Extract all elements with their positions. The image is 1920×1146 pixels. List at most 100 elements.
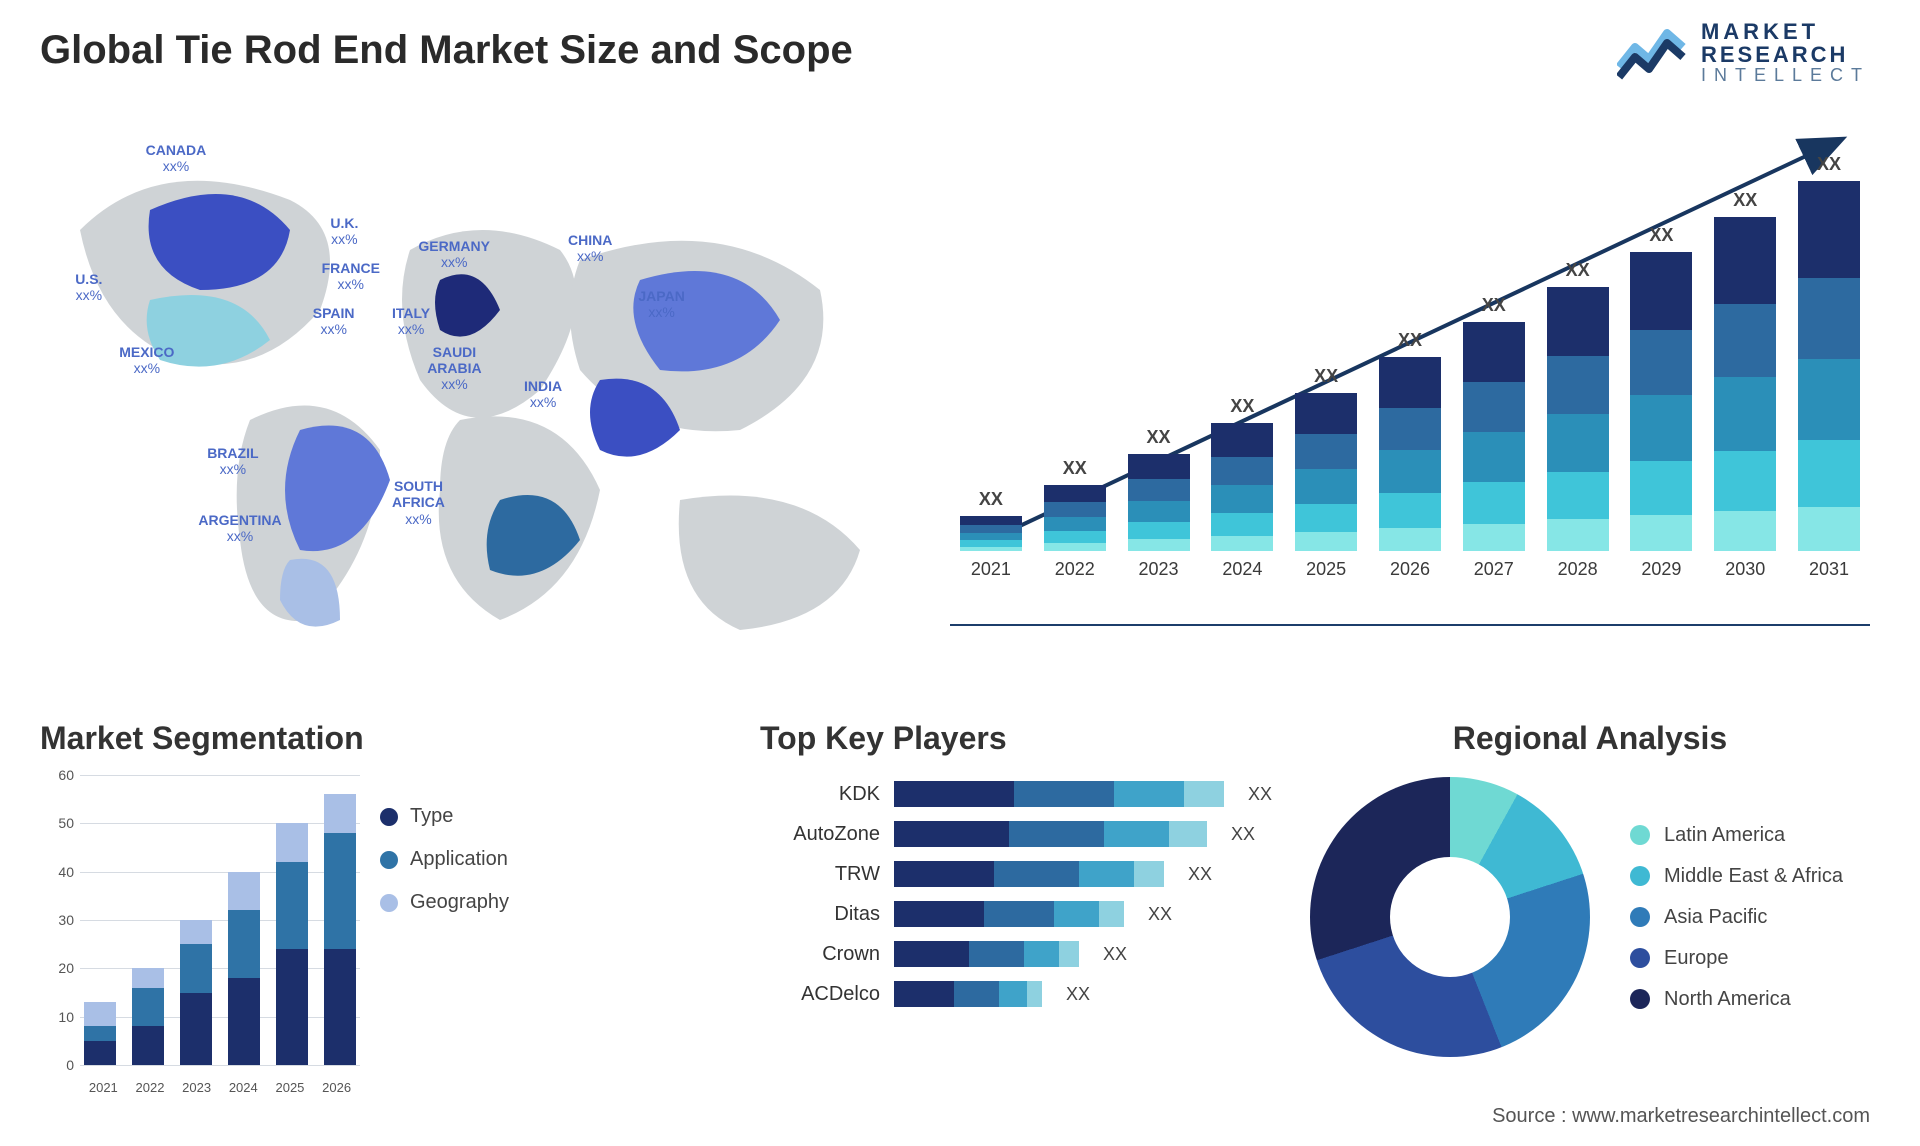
- forecast-bar-segment: [1630, 330, 1692, 396]
- forecast-bar-segment: [1044, 517, 1106, 532]
- legend-label: Application: [410, 848, 508, 871]
- map-label-germany: GERMANYxx%: [418, 238, 490, 270]
- player-bar: [894, 941, 1079, 967]
- player-bar-segment: [984, 901, 1054, 927]
- segmentation-section: Market Segmentation 20212022202320242025…: [40, 720, 560, 1095]
- seg-bar-segment: [132, 988, 164, 1027]
- forecast-value-label: XX: [979, 489, 1003, 510]
- seg-bar-segment: [180, 993, 212, 1066]
- player-bar-segment: [1059, 941, 1079, 967]
- forecast-year-label: 2023: [1139, 559, 1179, 580]
- seg-bar-segment: [180, 920, 212, 944]
- map-label-u-s-: U.S.xx%: [75, 271, 102, 303]
- forecast-bar-segment: [960, 516, 1022, 525]
- player-value: XX: [1148, 904, 1172, 925]
- player-row: Crown XX: [760, 941, 1280, 967]
- forecast-year-label: 2031: [1809, 559, 1849, 580]
- forecast-bar-segment: [1714, 511, 1776, 551]
- seg-bar-2023: [180, 920, 212, 1065]
- forecast-bar-segment: [1211, 536, 1273, 551]
- forecast-bar-segment: [1630, 515, 1692, 551]
- forecast-year-label: 2025: [1306, 559, 1346, 580]
- forecast-bar-segment: [1295, 532, 1357, 551]
- player-value: XX: [1103, 944, 1127, 965]
- player-bar: [894, 981, 1042, 1007]
- player-bar-segment: [999, 981, 1027, 1007]
- player-bar: [894, 861, 1164, 887]
- map-svg: [40, 120, 920, 680]
- forecast-bar-chart: XX2021XX2022XX2023XX2024XX2025XX2026XX20…: [950, 140, 1870, 660]
- player-bar-segment: [1169, 821, 1207, 847]
- player-bar-segment: [1024, 941, 1059, 967]
- player-bar-segment: [894, 901, 984, 927]
- seg-ytick-label: 50: [40, 815, 74, 831]
- legend-label: Type: [410, 805, 453, 828]
- seg-xtick-label: 2025: [275, 1080, 304, 1095]
- legend-label: North America: [1664, 988, 1791, 1011]
- seg-legend-item: Type: [380, 805, 560, 828]
- seg-ytick-label: 0: [40, 1057, 74, 1073]
- region-legend-item: North America: [1630, 988, 1843, 1011]
- forecast-value-label: XX: [1817, 154, 1841, 175]
- forecast-bar-segment: [1295, 504, 1357, 533]
- forecast-bar-segment: [1295, 393, 1357, 434]
- player-bar-segment: [1054, 901, 1099, 927]
- region-legend-item: Latin America: [1630, 824, 1843, 847]
- seg-xtick-label: 2022: [136, 1080, 165, 1095]
- regional-section: Regional Analysis Latin AmericaMiddle Ea…: [1310, 720, 1870, 1057]
- seg-bar-segment: [84, 1026, 116, 1041]
- player-bar: [894, 821, 1207, 847]
- player-bar-segment: [969, 941, 1024, 967]
- legend-label: Europe: [1664, 947, 1729, 970]
- forecast-year-label: 2022: [1055, 559, 1095, 580]
- forecast-bar-segment: [960, 547, 1022, 551]
- legend-swatch: [380, 851, 398, 869]
- forecast-bar-segment: [1295, 469, 1357, 504]
- forecast-bar-segment: [1211, 423, 1273, 456]
- forecast-bar-segment: [1714, 304, 1776, 378]
- seg-bar-segment: [324, 833, 356, 949]
- forecast-year-label: 2026: [1390, 559, 1430, 580]
- forecast-bar-segment: [1714, 451, 1776, 511]
- player-bar-segment: [1134, 861, 1164, 887]
- player-value: XX: [1248, 784, 1272, 805]
- seg-xtick-label: 2023: [182, 1080, 211, 1095]
- player-bar-segment: [994, 861, 1079, 887]
- players-title: Top Key Players: [760, 720, 1280, 757]
- forecast-bar-segment: [1379, 493, 1441, 528]
- map-label-france: FRANCExx%: [322, 260, 380, 292]
- player-name: ACDelco: [760, 983, 880, 1006]
- player-bar: [894, 781, 1224, 807]
- forecast-value-label: XX: [1063, 458, 1087, 479]
- segmentation-title: Market Segmentation: [40, 720, 560, 757]
- logo-line2: RESEARCH: [1701, 43, 1870, 66]
- seg-bar-segment: [228, 978, 260, 1065]
- seg-bar-segment: [84, 1041, 116, 1065]
- map-label-mexico: MEXICOxx%: [119, 344, 174, 376]
- player-bar-segment: [1104, 821, 1169, 847]
- player-value: XX: [1188, 864, 1212, 885]
- forecast-bar-segment: [1798, 440, 1860, 507]
- legend-label: Asia Pacific: [1664, 906, 1767, 929]
- seg-xtick-label: 2026: [322, 1080, 351, 1095]
- map-label-u-k-: U.K.xx%: [330, 215, 358, 247]
- legend-label: Latin America: [1664, 824, 1785, 847]
- forecast-year-label: 2030: [1725, 559, 1765, 580]
- forecast-bar-2027: XX2027: [1459, 295, 1529, 580]
- players-section: Top Key Players KDKXXAutoZoneXXTRWXXDita…: [760, 720, 1280, 1007]
- forecast-bar-segment: [1211, 485, 1273, 513]
- player-bar-segment: [894, 781, 1014, 807]
- source-citation: Source : www.marketresearchintellect.com: [1492, 1105, 1870, 1128]
- forecast-bar-2026: XX2026: [1375, 330, 1445, 580]
- player-row: KDKXX: [760, 781, 1280, 807]
- forecast-bar-segment: [960, 525, 1022, 533]
- seg-bar-2021: [84, 1002, 116, 1065]
- forecast-year-label: 2021: [971, 559, 1011, 580]
- player-name: Crown: [760, 943, 880, 966]
- logo-icon: [1617, 23, 1687, 83]
- forecast-bar-segment: [1547, 472, 1609, 520]
- forecast-bar-segment: [1463, 322, 1525, 381]
- seg-bar-2025: [276, 823, 308, 1065]
- player-bar-segment: [894, 981, 954, 1007]
- player-bar-segment: [1079, 861, 1134, 887]
